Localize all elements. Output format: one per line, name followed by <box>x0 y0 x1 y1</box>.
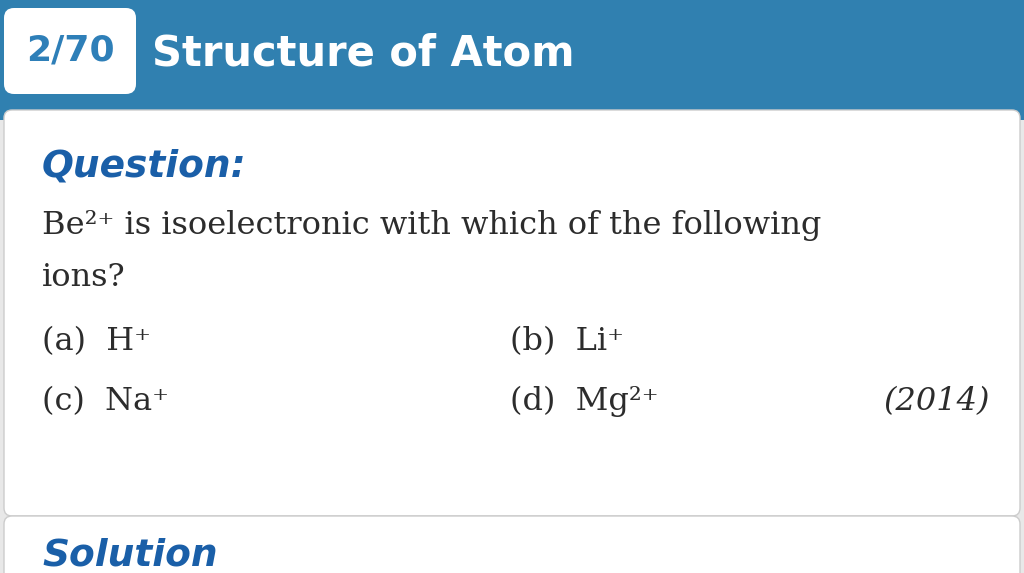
FancyBboxPatch shape <box>4 516 1020 573</box>
Text: (a)  H⁺: (a) H⁺ <box>42 326 151 357</box>
Text: Be²⁺ is isoelectronic with which of the following: Be²⁺ is isoelectronic with which of the … <box>42 210 821 241</box>
Text: (d)  Mg²⁺: (d) Mg²⁺ <box>510 386 658 417</box>
Text: Solution: Solution <box>42 538 218 573</box>
Text: (b)  Li⁺: (b) Li⁺ <box>510 326 624 357</box>
Polygon shape <box>1012 0 1024 108</box>
Text: ions?: ions? <box>42 262 126 293</box>
Text: (2014): (2014) <box>884 386 990 417</box>
Polygon shape <box>0 0 1024 12</box>
Text: Structure of Atom: Structure of Atom <box>152 33 574 75</box>
Text: (c)  Na⁺: (c) Na⁺ <box>42 386 169 417</box>
Text: Question:: Question: <box>42 148 247 184</box>
FancyBboxPatch shape <box>4 8 136 94</box>
Text: 2/70: 2/70 <box>26 34 115 68</box>
FancyBboxPatch shape <box>4 110 1020 516</box>
FancyBboxPatch shape <box>0 0 1024 120</box>
Polygon shape <box>0 0 12 108</box>
